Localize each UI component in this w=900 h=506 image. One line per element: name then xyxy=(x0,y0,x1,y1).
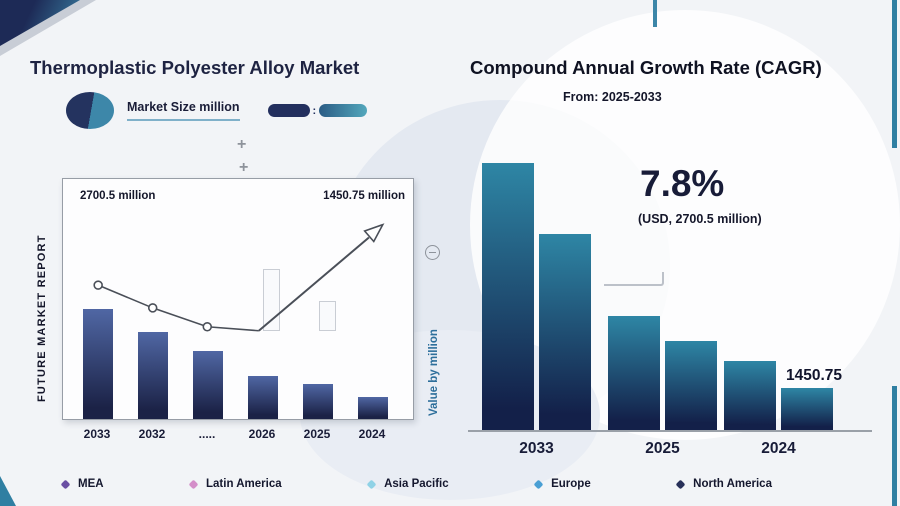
right-chart-subtitle: From: 2025-2033 xyxy=(563,90,662,104)
legend-marker-icon xyxy=(533,479,544,489)
market-size-bar xyxy=(248,376,278,419)
pill-separator: : xyxy=(312,104,317,117)
cagr-bar xyxy=(539,234,591,430)
legend-label: Europe xyxy=(551,478,591,490)
bars xyxy=(482,163,591,430)
legend-marker-icon xyxy=(675,479,686,489)
market-size-bar xyxy=(193,351,223,419)
x-axis-label: 2033 xyxy=(519,440,554,457)
pill-icon xyxy=(267,104,310,117)
x-axis-label: ..... xyxy=(198,427,216,441)
market-size-bar xyxy=(303,384,333,419)
legend-label: Latin America xyxy=(206,478,282,490)
x-axis-label: 2032 xyxy=(138,427,166,441)
two-tone-circle-icon xyxy=(66,92,114,129)
legend-label: North America xyxy=(693,478,772,490)
corner-accent xyxy=(0,476,16,506)
x-axis-label: 2026 xyxy=(248,427,276,441)
legend-item: MEA xyxy=(60,478,104,490)
legend-label: Market Size million xyxy=(127,100,240,121)
x-axis-label: 2025 xyxy=(645,440,680,457)
left-chart-title: Thermoplastic Polyester Alloy Market xyxy=(30,57,360,78)
bar-group: 2025 xyxy=(608,316,717,457)
bars-container xyxy=(83,309,388,419)
cagr-note: (USD, 2700.5 million) xyxy=(638,212,762,226)
market-size-chart: 2700.5 million 1450.75 million xyxy=(62,178,414,420)
ghost-bar xyxy=(319,301,336,331)
y-axis-label: Value by million xyxy=(428,329,440,416)
edge-strip-top-right xyxy=(892,0,897,148)
right-chart-title: Compound Annual Growth Rate (CAGR) xyxy=(470,57,822,78)
cagr-bar xyxy=(665,341,717,430)
plus-icon: + xyxy=(237,136,247,153)
market-size-bar xyxy=(358,397,388,419)
legend-item: North America xyxy=(675,478,772,490)
legend-label: MEA xyxy=(78,478,104,490)
market-size-legend: Market Size million : xyxy=(66,92,368,129)
market-size-bar xyxy=(138,332,168,419)
scale-pills: : xyxy=(267,104,368,117)
corner-triangle-icon xyxy=(0,0,80,46)
x-axis-labels: 2033 2032..... 2026 2025 2024 xyxy=(62,427,414,441)
bar-group: 2033 xyxy=(482,163,591,457)
x-axis-label: 2024 xyxy=(761,440,796,457)
watermark-label: FUTURE MARKET REPORT xyxy=(36,234,48,402)
edge-tick xyxy=(653,0,657,27)
region-legend: MEA Latin America Asia Pacific Europe North … xyxy=(60,478,772,490)
pill-icon xyxy=(319,104,368,117)
x-axis-label: 2025 xyxy=(303,427,331,441)
cagr-bar xyxy=(482,163,534,430)
plus-icon: + xyxy=(239,159,249,176)
annotation-right-value: 1450.75 million xyxy=(323,190,405,202)
decor-step-line xyxy=(604,272,664,286)
legend-item: Asia Pacific xyxy=(366,478,449,490)
market-size-bar xyxy=(83,309,113,419)
legend-label: Asia Pacific xyxy=(384,478,449,490)
legend-item: Latin America xyxy=(188,478,282,490)
cagr-bar xyxy=(724,361,776,430)
cagr-value: 7.8% xyxy=(640,163,725,204)
edge-strip-bottom-right xyxy=(892,386,897,506)
bars xyxy=(724,361,833,430)
annotation-left-value: 2700.5 million xyxy=(80,190,156,202)
legend-item: Europe xyxy=(533,478,591,490)
bar-group: 2024 xyxy=(724,361,833,457)
annotation-value: 1450.75 xyxy=(786,367,843,384)
legend-marker-icon xyxy=(60,479,71,489)
legend-marker-icon xyxy=(366,479,377,489)
cagr-bar xyxy=(781,388,833,430)
bars xyxy=(608,316,717,430)
x-axis-label: 2033 xyxy=(83,427,111,441)
cagr-bar xyxy=(608,316,660,430)
cagr-chart: 2033 2025 2024 1450.75 xyxy=(468,163,872,457)
legend-marker-icon xyxy=(188,479,199,489)
trend-line-arrow xyxy=(93,223,385,332)
x-axis-label: 2024 xyxy=(358,427,386,441)
circle-minus-icon xyxy=(425,245,440,260)
